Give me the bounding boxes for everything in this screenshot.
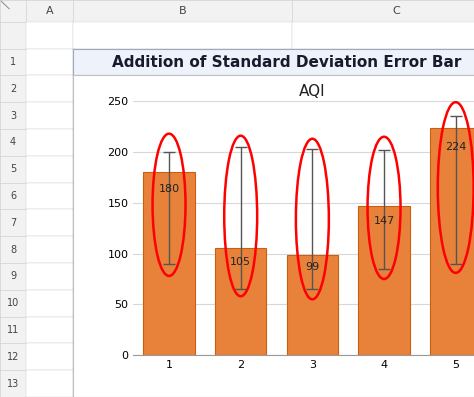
Text: C: C (392, 6, 400, 16)
Bar (215, 249, 266, 355)
Text: Addition of Standard Deviation Error Bar: Addition of Standard Deviation Error Bar (112, 54, 462, 69)
Text: A: A (46, 6, 54, 16)
Text: 99: 99 (305, 262, 319, 272)
Text: 5: 5 (10, 164, 16, 174)
Text: 4: 4 (10, 137, 16, 147)
Text: 11: 11 (7, 325, 19, 335)
Text: 10: 10 (7, 298, 19, 308)
Text: 7: 7 (10, 218, 16, 228)
Text: 12: 12 (7, 352, 19, 362)
Text: 180: 180 (158, 185, 180, 195)
Bar (358, 206, 410, 355)
Text: 1: 1 (10, 57, 16, 67)
Text: 8: 8 (10, 245, 16, 254)
Bar (143, 172, 195, 355)
Text: B: B (179, 6, 186, 16)
Bar (430, 127, 474, 355)
Text: 6: 6 (10, 191, 16, 201)
Text: 3: 3 (10, 111, 16, 121)
Text: 147: 147 (374, 216, 395, 226)
Text: 105: 105 (230, 256, 251, 267)
Text: 9: 9 (10, 272, 16, 281)
Text: 13: 13 (7, 379, 19, 389)
Bar (287, 254, 338, 355)
Text: 2: 2 (10, 84, 16, 94)
Text: 224: 224 (445, 142, 466, 152)
Title: AQI: AQI (299, 84, 326, 98)
